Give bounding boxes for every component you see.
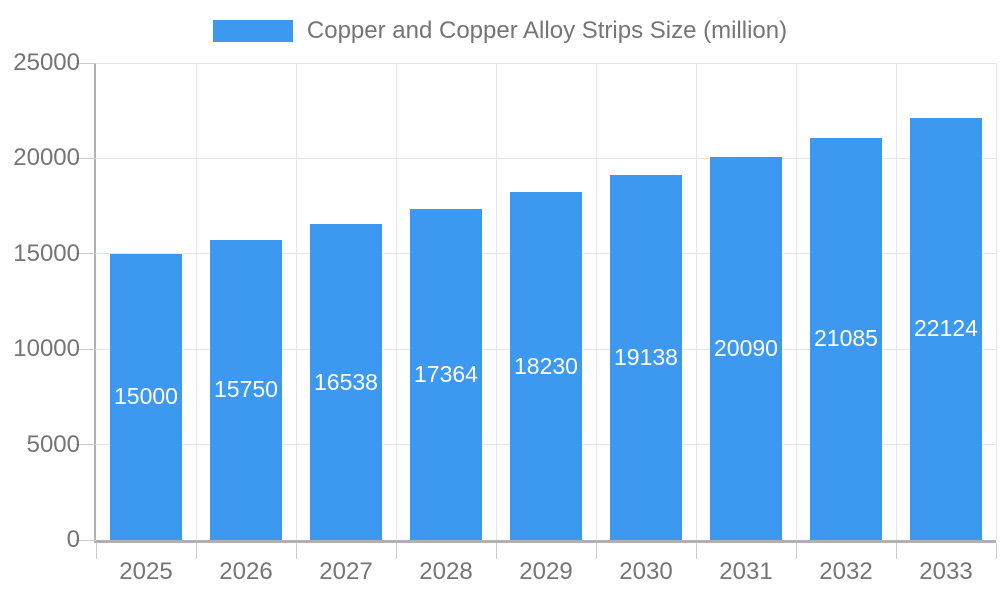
bar-2031[interactable]: 20090 <box>710 156 782 540</box>
y-axis-tick <box>76 253 96 255</box>
y-axis-tick <box>76 157 96 159</box>
bar-2033[interactable]: 22124 <box>910 117 982 540</box>
bar-2026[interactable]: 15750 <box>210 239 282 540</box>
y-axis-tick <box>76 444 96 446</box>
x-axis-tick <box>95 543 97 559</box>
x-axis-label: 2031 <box>719 558 773 585</box>
y-axis-label: 0 <box>66 526 80 553</box>
bar-value-label: 21085 <box>814 325 878 352</box>
y-axis-tick <box>76 539 96 541</box>
y-axis-label: 15000 <box>13 239 80 267</box>
v-gridline <box>995 63 997 540</box>
bar-value-label: 15750 <box>214 376 278 403</box>
bar-2025[interactable]: 15000 <box>110 253 182 540</box>
v-gridline <box>495 63 497 540</box>
v-gridline <box>395 63 397 540</box>
x-axis-tick <box>295 543 297 559</box>
bar-value-label: 16538 <box>314 368 378 395</box>
x-axis-tick <box>495 543 497 559</box>
bar-value-label: 19138 <box>614 343 678 370</box>
bar-2029[interactable]: 18230 <box>510 192 582 540</box>
x-axis-tick <box>595 543 597 559</box>
x-axis-tick <box>395 543 397 559</box>
h-gridline <box>96 62 996 64</box>
x-axis-label: 2027 <box>319 558 373 585</box>
bar-value-label: 17364 <box>414 360 478 387</box>
plot-area: 0 5000 10000 15000 20000 25000 2025 2026 2027 202… <box>13 49 997 585</box>
v-gridline <box>695 63 697 540</box>
x-axis-label: 2033 <box>919 558 973 585</box>
h-gridline <box>96 157 996 159</box>
x-axis-label: 2028 <box>419 558 473 585</box>
y-axis-label: 5000 <box>26 430 80 458</box>
x-axis-label: 2030 <box>619 558 673 585</box>
y-axis-line <box>94 63 96 540</box>
x-axis-tick <box>695 543 697 559</box>
v-gridline <box>195 63 197 540</box>
bar-value-label: 15000 <box>114 383 178 410</box>
y-axis-label: 10000 <box>13 335 80 363</box>
legend-label: Copper and Copper Alloy Strips Size (mil… <box>306 17 788 44</box>
bar-value-label: 18230 <box>514 352 578 379</box>
x-axis-tick <box>895 543 897 559</box>
y-axis-tick <box>76 62 96 64</box>
x-axis-label: 2032 <box>819 558 873 585</box>
legend[interactable]: Copper and Copper Alloy Strips Size (mil… <box>0 17 1000 45</box>
x-axis-label: 2029 <box>519 558 573 585</box>
v-gridline <box>895 63 897 540</box>
bar-2030[interactable]: 19138 <box>610 174 682 540</box>
x-axis-label: 2025 <box>119 558 173 585</box>
x-axis-tick <box>195 543 197 559</box>
bar-2027[interactable]: 16538 <box>310 224 382 540</box>
bar-value-label: 20090 <box>714 334 778 361</box>
legend-swatch <box>212 20 293 42</box>
x-axis-tick <box>995 543 997 559</box>
v-gridline <box>795 63 797 540</box>
bar-2032[interactable]: 21085 <box>810 137 882 540</box>
y-axis-tick <box>76 348 96 350</box>
bar-2028[interactable]: 17364 <box>410 208 482 540</box>
y-axis-label: 20000 <box>13 144 80 172</box>
x-axis-line <box>94 540 996 543</box>
x-axis-tick <box>795 543 797 559</box>
v-gridline <box>595 63 597 540</box>
bar-value-label: 22124 <box>914 315 978 342</box>
v-gridline <box>295 63 297 540</box>
y-axis-label: 25000 <box>13 49 80 76</box>
x-axis-label: 2026 <box>219 558 273 585</box>
